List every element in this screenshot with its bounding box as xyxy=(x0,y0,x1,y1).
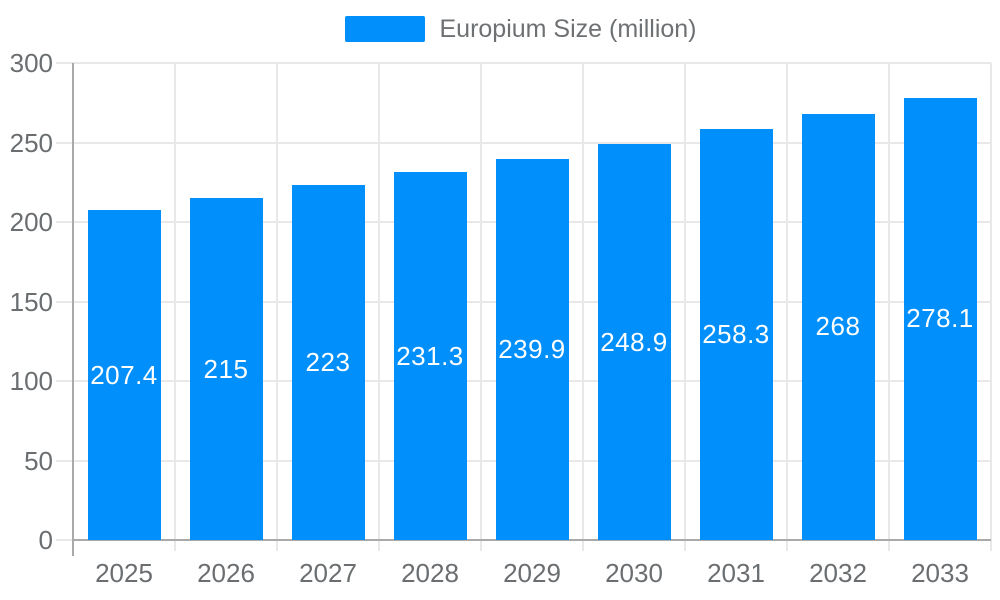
bar[interactable]: 258.3 xyxy=(699,129,773,540)
bar[interactable]: 223 xyxy=(291,185,365,540)
y-axis-tick xyxy=(56,539,73,541)
y-axis-label: 150 xyxy=(9,286,53,317)
y-axis-label: 100 xyxy=(9,366,53,396)
y-axis-line xyxy=(72,63,74,556)
y-axis-label: 200 xyxy=(9,207,53,237)
y-axis-label: 50 xyxy=(24,445,53,476)
gridline-vertical xyxy=(378,63,380,551)
bar-value-label: 231.3 xyxy=(396,340,464,371)
bar[interactable]: 207.4 xyxy=(87,210,161,540)
gridline-vertical xyxy=(174,63,176,551)
gridline-vertical xyxy=(684,63,686,551)
bar-value-label: 258.3 xyxy=(702,319,770,350)
bar[interactable]: 278.1 xyxy=(903,97,977,540)
bar[interactable]: 231.3 xyxy=(393,172,467,540)
y-axis-label: 250 xyxy=(9,127,53,158)
bar-value-label: 278.1 xyxy=(906,303,974,334)
gridline-vertical xyxy=(582,63,584,551)
x-axis-label: 2029 xyxy=(503,558,561,588)
x-axis-line xyxy=(73,539,991,541)
bar-value-label: 248.9 xyxy=(600,326,668,357)
bar-value-label: 239.9 xyxy=(498,333,566,364)
gridline-vertical xyxy=(990,63,992,551)
x-axis-label: 2031 xyxy=(707,558,765,588)
gridline-horizontal xyxy=(56,62,991,64)
bar-value-label: 215 xyxy=(203,353,249,384)
x-axis-label: 2033 xyxy=(911,558,969,588)
bar[interactable]: 248.9 xyxy=(597,144,671,540)
x-axis-label: 2027 xyxy=(299,558,357,588)
plot-area: 0 50 100 150 200 250 300 207.4 2025 215 2026 223 202… xyxy=(10,50,992,588)
legend-item[interactable]: Europium Size (million) xyxy=(0,14,1000,44)
gridline-vertical xyxy=(480,63,482,551)
bar[interactable]: 239.9 xyxy=(495,158,569,540)
legend-label: Europium Size (million) xyxy=(439,15,697,43)
bar[interactable]: 268 xyxy=(801,113,875,540)
bar-value-label: 207.4 xyxy=(90,359,158,390)
x-axis-label: 2025 xyxy=(95,558,153,588)
x-axis-label: 2030 xyxy=(605,558,663,588)
y-axis-label: 300 xyxy=(9,48,53,78)
gridline-horizontal xyxy=(56,141,991,144)
y-axis-label: 0 xyxy=(38,525,53,555)
legend-swatch xyxy=(345,16,426,42)
bar[interactable]: 215 xyxy=(189,198,263,540)
gridline-vertical xyxy=(276,63,278,551)
x-axis-label: 2026 xyxy=(197,558,255,588)
gridline-vertical xyxy=(888,63,890,551)
x-axis-label: 2028 xyxy=(401,558,459,588)
x-axis-label: 2032 xyxy=(809,558,867,588)
gridline-vertical xyxy=(786,63,788,551)
bar-value-label: 223 xyxy=(305,347,351,378)
bar-value-label: 268 xyxy=(815,311,861,342)
